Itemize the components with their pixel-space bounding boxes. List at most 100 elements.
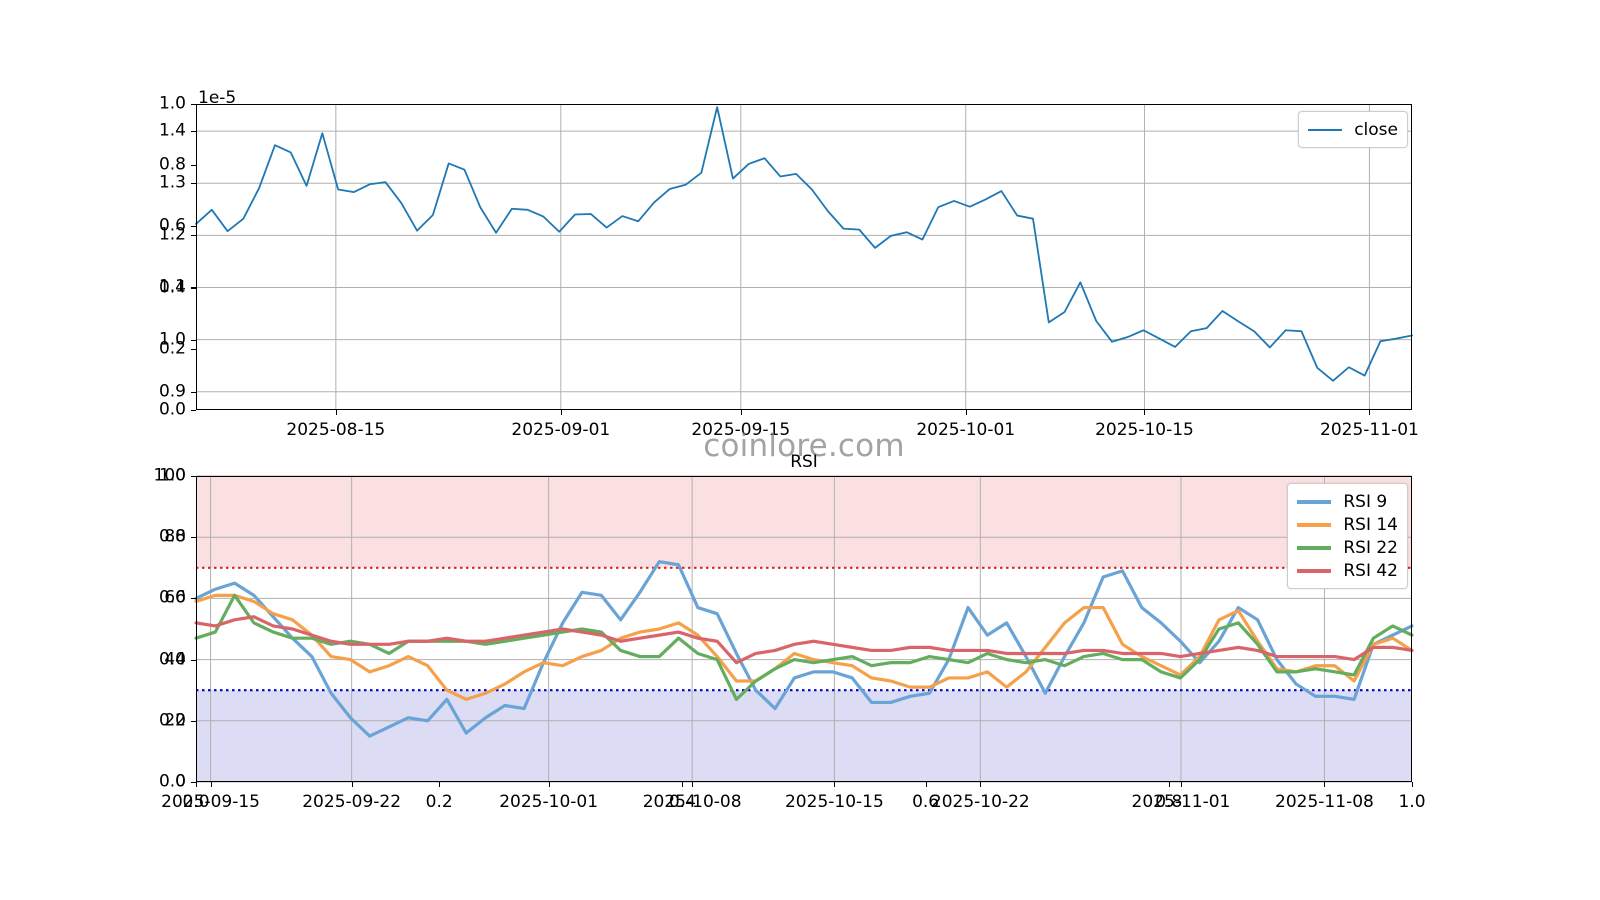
x-tick-label: 2025-10-15 (784, 792, 884, 812)
x-tick-label: 1.0 (1398, 792, 1426, 812)
y-tick-mark (191, 782, 196, 783)
y-tick-label: 0.8 (158, 526, 186, 547)
x-tick-label: 2025-10-01 (916, 420, 1016, 440)
y-tick-label: 100 (153, 465, 186, 486)
y-tick-mark (191, 476, 196, 477)
y-tick-label: 0.2 (158, 338, 186, 359)
x-tick-mark (834, 782, 836, 787)
y-tick-mark (191, 226, 196, 228)
price-plot-area (195, 104, 1413, 410)
x-tick-label: 0.2 (425, 792, 453, 812)
x-tick-mark (560, 410, 562, 415)
y-tick-label: 1.0 (158, 329, 186, 350)
legend-color-swatch (1297, 568, 1332, 573)
x-tick-label: 2025-09-15 (161, 792, 260, 812)
y-tick-mark (191, 659, 196, 661)
y-tick-label: 40 (164, 649, 186, 670)
x-tick-label: 2025-10-01 (499, 792, 599, 812)
y-tick-label: 0.9 (158, 381, 186, 402)
y-tick-label: 60 (164, 587, 186, 608)
x-tick-label: 2025-09-01 (511, 420, 611, 440)
legend-color-swatch (1297, 545, 1332, 550)
legend-color-swatch (1308, 128, 1343, 131)
rsi-axes-frame (196, 476, 1412, 782)
y-tick-label: 0.6 (158, 215, 186, 236)
legend-item[interactable]: close (1308, 118, 1398, 141)
y-tick-mark (191, 598, 196, 600)
x-tick-label: 0.0 (182, 792, 210, 812)
x-tick-mark (682, 782, 684, 787)
y-tick-mark (191, 410, 196, 411)
x-tick-mark (925, 782, 927, 787)
price-legend[interactable]: close (1298, 111, 1408, 148)
rsi-chart-title: RSI (790, 452, 818, 472)
y-tick-label: 20 (164, 710, 186, 731)
x-tick-mark (692, 782, 694, 787)
x-tick-mark (335, 410, 337, 415)
x-tick-mark (210, 782, 212, 787)
legend-item[interactable]: RSI 22 (1297, 536, 1398, 559)
y-tick-mark (191, 104, 196, 105)
x-tick-label: 2025-10-22 (930, 792, 1030, 812)
x-tick-label: 2025-11-01 (1320, 420, 1419, 440)
y-tick-label: 1.0 (158, 465, 186, 486)
y-tick-label: 1.2 (158, 224, 186, 245)
y-tick-label: 0.2 (158, 710, 186, 731)
legend-item[interactable]: RSI 42 (1297, 559, 1398, 582)
price-y-offset-text: 1e-5 (198, 88, 237, 108)
x-tick-mark (196, 782, 197, 787)
x-tick-label: 2025-09-15 (691, 420, 791, 440)
price-axes-frame (196, 104, 1412, 410)
legend-label: RSI 9 (1343, 491, 1388, 512)
rsi-plot-area (194, 475, 1414, 783)
x-tick-mark (1324, 782, 1326, 787)
y-tick-mark (191, 537, 196, 539)
x-tick-mark (965, 410, 967, 415)
legend-color-swatch (1297, 499, 1332, 504)
x-tick-label: 0.8 (1155, 792, 1183, 812)
y-tick-mark (191, 235, 196, 237)
legend-item[interactable]: RSI 9 (1297, 490, 1398, 513)
x-tick-label: 2025-10-08 (642, 792, 742, 812)
legend-label: RSI 22 (1343, 537, 1398, 558)
y-tick-label: 80 (164, 526, 186, 547)
x-tick-label: 2025-10-15 (1095, 420, 1194, 440)
x-tick-label: 0.4 (668, 792, 696, 812)
y-tick-label: 0.0 (158, 399, 186, 420)
x-tick-mark (740, 410, 742, 415)
y-tick-mark (191, 339, 196, 341)
y-tick-label: 0 (175, 771, 186, 792)
x-tick-mark (351, 782, 353, 787)
x-tick-label: 0.6 (912, 792, 940, 812)
legend-label: close (1354, 119, 1398, 140)
legend-item[interactable]: RSI 14 (1297, 513, 1398, 536)
legend-label: RSI 42 (1343, 560, 1398, 581)
y-tick-label: 1.0 (158, 93, 186, 114)
x-tick-label: 2025-09-22 (302, 792, 402, 812)
y-tick-label: 0.4 (158, 277, 186, 298)
x-tick-mark (548, 782, 550, 787)
legend-color-swatch (1297, 522, 1332, 527)
x-tick-mark (439, 782, 441, 787)
y-tick-mark (191, 287, 196, 289)
y-tick-mark (191, 348, 196, 350)
legend-label: RSI 14 (1343, 514, 1398, 535)
y-tick-label: 1.1 (158, 276, 186, 297)
y-tick-mark (191, 183, 196, 185)
y-tick-mark (191, 391, 196, 393)
y-tick-label: 0.8 (158, 154, 186, 175)
rsi-legend[interactable]: RSI 9 RSI 14 RSI 22 RSI 42 (1287, 483, 1408, 589)
x-tick-mark (1168, 782, 1170, 787)
y-tick-label: 1.3 (158, 172, 186, 193)
x-tick-mark (1412, 782, 1413, 787)
x-tick-mark (1180, 782, 1182, 787)
price-chart-panel: 0.9 1.0 1.1 1.2 1.3 1.4 0.0 0.2 0.4 0.6 0.8 1.0 2025… (159, 95, 1419, 439)
x-tick-label: 2025-08-15 (286, 420, 386, 440)
y-tick-mark (191, 165, 196, 167)
y-tick-label: 0.4 (158, 649, 186, 670)
y-tick-label: 1.4 (158, 120, 186, 141)
x-tick-label: 2025-11-08 (1275, 792, 1374, 812)
y-tick-mark (191, 720, 196, 722)
y-tick-label: 0.6 (158, 587, 186, 608)
